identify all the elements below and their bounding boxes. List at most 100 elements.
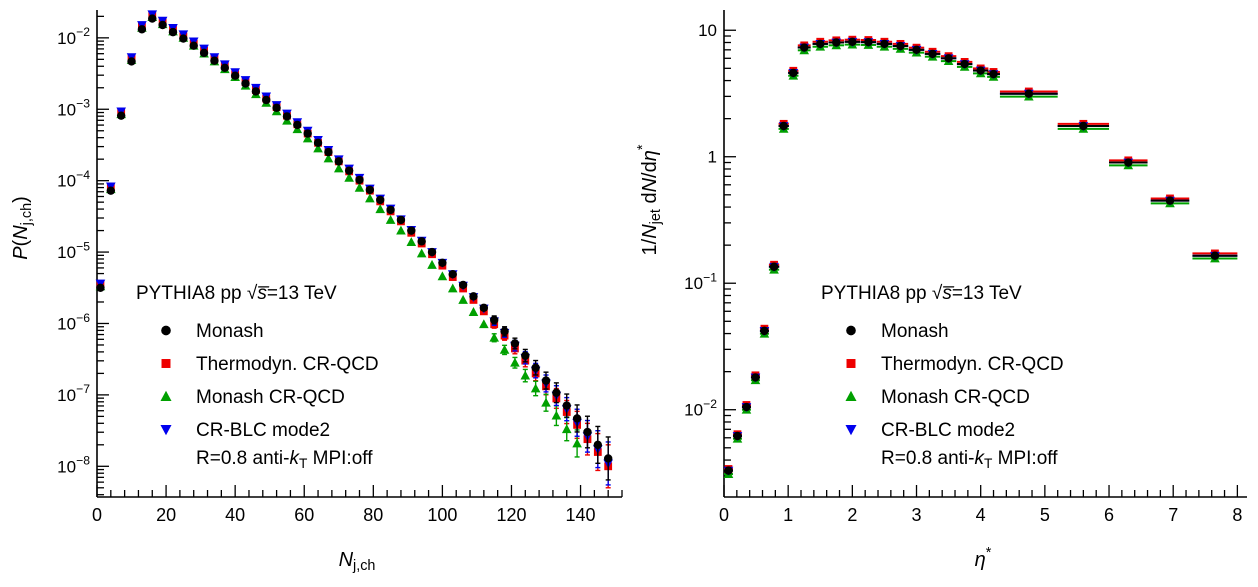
x-axis-title: η* xyxy=(975,545,992,571)
legend-label: Monash CR-QCD xyxy=(881,387,1030,408)
data-point xyxy=(438,258,447,267)
data-point xyxy=(848,37,857,47)
data-point xyxy=(437,271,448,281)
legend-label: Thermodyn. CR-QCD xyxy=(881,354,1064,375)
x-tick-label: 140 xyxy=(566,505,596,525)
data-point xyxy=(593,440,603,450)
data-point xyxy=(1210,251,1220,260)
data-point xyxy=(210,56,219,65)
x-tick-label: 20 xyxy=(156,505,176,525)
data-point xyxy=(944,54,953,63)
legend-label: CR-BLC mode2 xyxy=(881,420,1015,441)
data-point xyxy=(354,182,365,192)
x-tick-label: 7 xyxy=(1168,505,1178,525)
data-point xyxy=(447,283,458,293)
data-point xyxy=(1079,121,1088,131)
data-point xyxy=(344,166,354,175)
data-point xyxy=(396,225,406,235)
data-point xyxy=(106,186,116,195)
data-point xyxy=(490,315,499,325)
legend-marker xyxy=(160,390,172,401)
data-point xyxy=(282,112,292,121)
data-point xyxy=(510,357,520,367)
data-point xyxy=(313,143,323,153)
data-point xyxy=(1124,158,1133,167)
legend-header: PYTHIA8 pp √s̅=13 TeV xyxy=(136,283,337,304)
data-point xyxy=(816,39,825,49)
data-point xyxy=(521,351,530,360)
x-tick-label: 3 xyxy=(912,505,922,525)
data-point xyxy=(520,370,531,380)
data-point xyxy=(334,157,343,166)
y-tick-label: 10−4 xyxy=(57,168,90,191)
data-point xyxy=(499,344,510,354)
legend-marker xyxy=(845,425,857,436)
data-point xyxy=(458,280,468,290)
data-point xyxy=(724,466,733,475)
data-point xyxy=(417,237,426,246)
data-point xyxy=(302,133,313,143)
legend-label: CR-BLC mode2 xyxy=(196,420,330,441)
legend-marker xyxy=(160,425,172,436)
data-point xyxy=(912,45,921,55)
y-tick-label: 1 xyxy=(708,148,717,167)
legend-label: Monash CR-QCD xyxy=(196,387,345,408)
data-point xyxy=(572,438,582,448)
data-point xyxy=(251,87,261,96)
legend-header: PYTHIA8 pp √s̅=13 TeV xyxy=(821,283,1022,304)
y-axis-title: P(Nj,ch) xyxy=(10,196,35,260)
data-point xyxy=(832,38,841,47)
left-chart: 0 20 40 60 80 100 120 140 10−8 10−7 10−6 10−5 10−4 10… xyxy=(10,10,623,574)
data-point xyxy=(365,185,375,195)
data-point xyxy=(406,237,417,246)
data-point xyxy=(530,383,541,393)
legend-label: Monash xyxy=(881,321,949,342)
data-point xyxy=(800,43,809,52)
x-axis-title: Nj,ch xyxy=(339,549,376,574)
y-tick-label: 10 xyxy=(698,21,717,40)
data-point xyxy=(230,71,240,80)
data-point xyxy=(324,147,333,157)
legend-marker xyxy=(846,325,856,336)
x-tick-label: 0 xyxy=(92,505,102,525)
data-point xyxy=(272,103,281,113)
data-point xyxy=(603,454,613,463)
data-point xyxy=(376,195,385,205)
data-point xyxy=(880,39,889,49)
data-point xyxy=(552,388,561,397)
data-point xyxy=(365,193,375,203)
data-point xyxy=(241,79,250,88)
data-point xyxy=(427,247,437,257)
data-point xyxy=(344,172,354,182)
data-point xyxy=(562,401,571,410)
y-tick-label: 10−3 xyxy=(57,97,90,120)
data-point xyxy=(427,259,437,269)
data-point xyxy=(779,121,788,131)
y-tick-label: 10−8 xyxy=(57,454,90,477)
y-tick-label: 10−7 xyxy=(57,382,90,405)
x-tick-label: 0 xyxy=(719,505,729,525)
data-point xyxy=(137,25,147,34)
data-point xyxy=(468,307,479,316)
data-point xyxy=(303,129,312,138)
data-point xyxy=(769,262,779,271)
data-point xyxy=(199,48,209,58)
data-point xyxy=(386,205,395,215)
legend-label: Thermodyn. CR-QCD xyxy=(196,354,379,375)
data-point xyxy=(500,327,509,336)
data-point xyxy=(116,111,126,120)
data-point xyxy=(989,69,998,79)
legend-marker xyxy=(161,325,171,336)
data-point xyxy=(96,283,105,292)
data-point xyxy=(751,373,760,382)
data-point xyxy=(489,332,500,342)
x-tick-label: 60 xyxy=(294,505,314,525)
legend-marker xyxy=(845,390,857,401)
legend-footer: R=0.8 anti-kT MPI:off xyxy=(881,448,1058,471)
x-tick-label: 5 xyxy=(1040,505,1050,525)
x-tick-label: 120 xyxy=(496,505,526,525)
y-tick-label: 10−1 xyxy=(684,271,717,294)
data-point xyxy=(148,14,157,23)
legend-marker xyxy=(846,359,856,368)
